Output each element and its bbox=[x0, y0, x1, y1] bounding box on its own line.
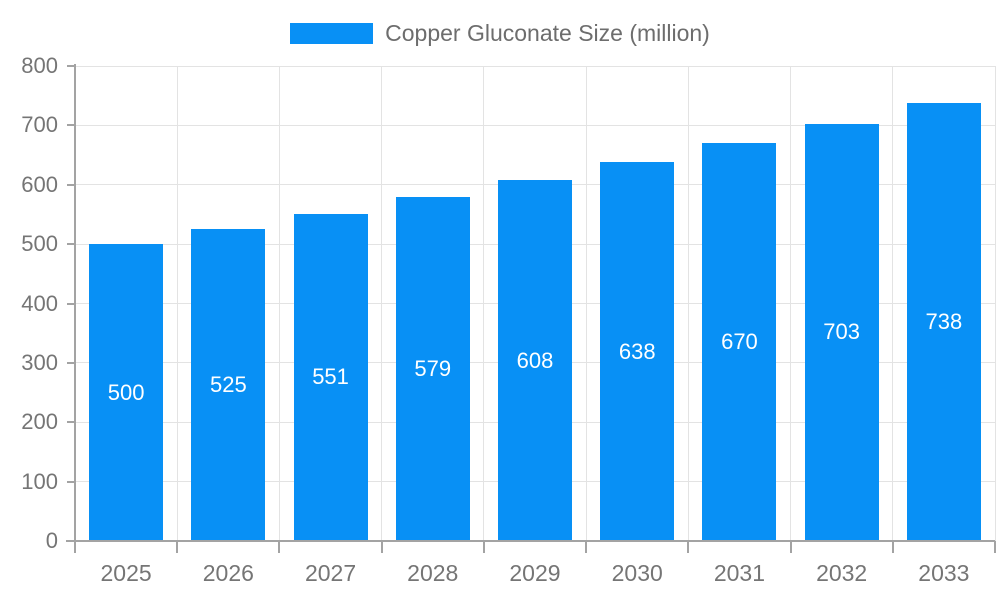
x-tick-mark bbox=[278, 541, 281, 553]
x-tick-label: 2032 bbox=[816, 560, 868, 586]
x-tick-label: 2025 bbox=[100, 560, 152, 586]
x-gridline bbox=[687, 66, 689, 541]
y-tick-label: 400 bbox=[21, 290, 58, 316]
bar bbox=[89, 244, 164, 541]
y-tick-label: 800 bbox=[21, 53, 58, 78]
y-tick-label: 100 bbox=[21, 468, 58, 494]
bar bbox=[702, 143, 777, 541]
y-tick-label: 600 bbox=[21, 171, 58, 197]
x-gridline bbox=[176, 66, 178, 541]
x-gridline bbox=[892, 66, 894, 541]
x-gridline bbox=[994, 66, 996, 541]
bar bbox=[395, 197, 470, 541]
legend-swatch bbox=[290, 22, 374, 44]
bar bbox=[906, 102, 981, 541]
bar bbox=[191, 229, 266, 541]
y-tick-label: 200 bbox=[21, 409, 58, 435]
x-tick-mark bbox=[994, 541, 996, 553]
y-tick-label: 0 bbox=[45, 528, 58, 553]
y-tick-label: 500 bbox=[21, 231, 58, 257]
x-tick-mark bbox=[380, 541, 383, 553]
x-tick-mark bbox=[687, 541, 690, 553]
bar-value-label: 551 bbox=[312, 364, 349, 390]
x-tick-mark bbox=[482, 541, 485, 553]
bar-value-label: 608 bbox=[516, 347, 554, 373]
x-tick-label: 2029 bbox=[509, 560, 561, 586]
x-tick-mark bbox=[891, 541, 894, 553]
y-gridline bbox=[75, 124, 995, 126]
legend-label: Copper Gluconate Size (million) bbox=[385, 19, 710, 46]
y-axis-line bbox=[74, 64, 76, 553]
y-tick-mark bbox=[67, 124, 75, 127]
x-gridline bbox=[585, 66, 587, 541]
y-gridline bbox=[75, 65, 995, 67]
bar bbox=[600, 162, 675, 541]
x-tick-label: 2026 bbox=[202, 560, 254, 586]
x-tick-mark bbox=[176, 541, 179, 553]
x-gridline bbox=[278, 66, 280, 541]
x-gridline bbox=[790, 66, 792, 541]
y-tick-label: 300 bbox=[21, 349, 58, 375]
x-tick-mark bbox=[789, 541, 792, 553]
y-tick-mark bbox=[67, 65, 75, 67]
x-gridline bbox=[483, 66, 485, 541]
bar-value-label: 500 bbox=[107, 379, 145, 405]
bar-value-label: 738 bbox=[925, 308, 963, 334]
x-gridline bbox=[381, 66, 383, 541]
bar-value-label: 579 bbox=[414, 356, 452, 382]
y-tick-mark bbox=[67, 480, 75, 483]
y-tick-label: 700 bbox=[21, 112, 58, 138]
bar-value-label: 525 bbox=[209, 372, 247, 398]
x-tick-label: 2033 bbox=[918, 560, 970, 586]
y-tick-mark bbox=[67, 421, 75, 424]
y-tick-mark bbox=[67, 183, 75, 186]
bar bbox=[293, 213, 368, 541]
bar-value-label: 670 bbox=[721, 329, 758, 355]
bar bbox=[804, 123, 879, 541]
x-tick-label: 2028 bbox=[407, 560, 459, 586]
bar bbox=[498, 180, 572, 541]
bar-value-label: 703 bbox=[823, 319, 861, 345]
x-tick-label: 2027 bbox=[304, 560, 357, 586]
x-tick-label: 2030 bbox=[611, 560, 663, 586]
x-axis-line bbox=[66, 540, 995, 542]
y-tick-mark bbox=[67, 243, 75, 246]
y-tick-mark bbox=[67, 361, 75, 364]
x-tick-mark bbox=[585, 541, 588, 553]
bar-value-label: 638 bbox=[618, 338, 656, 364]
x-tick-label: 2031 bbox=[713, 560, 766, 586]
legend: Copper Gluconate Size (million) bbox=[0, 18, 1000, 48]
y-tick-mark bbox=[67, 302, 75, 305]
